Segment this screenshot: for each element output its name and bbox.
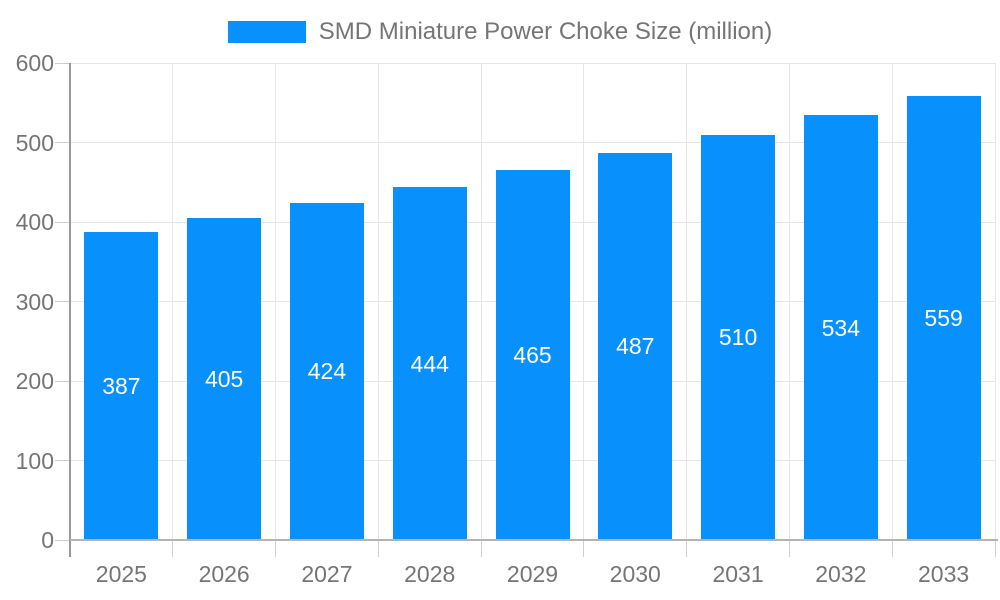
bar-value-label: 487 xyxy=(616,333,655,360)
bar-value-label: 559 xyxy=(924,304,963,331)
x-axis-tick xyxy=(172,540,174,557)
y-axis-line xyxy=(69,63,71,557)
x-axis-label-2030: 2030 xyxy=(609,561,661,587)
bar-2026 xyxy=(187,218,262,540)
bar-2032 xyxy=(803,115,878,540)
bar-value-label: 387 xyxy=(102,373,141,400)
x-axis-label-2033: 2033 xyxy=(918,561,970,587)
legend-swatch xyxy=(227,21,306,43)
bar-value-label: 534 xyxy=(821,314,861,341)
x-axis-label-2031: 2031 xyxy=(712,561,764,587)
x-gridline xyxy=(275,63,277,540)
x-axis-tick xyxy=(275,540,277,557)
x-axis-label-2027: 2027 xyxy=(301,561,353,587)
x-gridline xyxy=(377,63,379,540)
y-axis-label: 400 xyxy=(15,209,54,235)
y-axis-label: 0 xyxy=(41,527,54,553)
x-axis-tick xyxy=(583,540,585,557)
chart-legend[interactable]: SMD Miniature Power Choke Size (million) xyxy=(0,18,1000,46)
y-axis-label: 500 xyxy=(15,129,54,156)
bar-2025 xyxy=(84,232,159,540)
x-axis-tick xyxy=(377,540,379,557)
bar-value-label: 444 xyxy=(410,350,449,377)
y-axis-label: 300 xyxy=(15,288,54,315)
bar-2030 xyxy=(598,152,673,540)
x-axis-tick xyxy=(788,540,790,557)
x-axis-tick xyxy=(994,540,996,557)
bar-2027 xyxy=(289,202,364,540)
y-axis-tick xyxy=(55,539,70,541)
bar-value-label: 510 xyxy=(718,324,758,351)
bar-2033 xyxy=(906,95,981,540)
x-gridline xyxy=(686,63,688,540)
x-gridline xyxy=(172,63,174,540)
x-axis-label-2032: 2032 xyxy=(815,561,867,587)
x-axis-label-2029: 2029 xyxy=(506,561,559,587)
y-axis-tick xyxy=(55,301,70,302)
bar-value-label: 405 xyxy=(204,366,244,392)
x-gridline xyxy=(994,63,996,540)
y-axis-label: 100 xyxy=(15,447,54,474)
bar-2028 xyxy=(392,187,467,540)
x-gridline xyxy=(583,63,585,540)
y-gridline xyxy=(70,62,995,64)
bar-value-label: 465 xyxy=(513,342,552,369)
y-axis-tick xyxy=(55,380,70,382)
x-axis-tick xyxy=(891,540,893,557)
y-axis-tick xyxy=(55,142,70,143)
x-axis-label-2026: 2026 xyxy=(198,561,250,587)
x-gridline xyxy=(480,63,482,540)
y-axis-tick xyxy=(55,62,70,64)
y-axis-tick xyxy=(55,460,70,461)
bar-2029 xyxy=(495,170,570,540)
x-axis-label-2028: 2028 xyxy=(404,561,456,587)
x-gridline xyxy=(788,63,790,540)
y-axis-tick xyxy=(55,221,70,223)
x-axis-tick xyxy=(480,540,482,557)
bar-2031 xyxy=(701,134,776,540)
x-axis-tick xyxy=(686,540,688,557)
x-axis-label-2025: 2025 xyxy=(95,561,147,587)
bar-value-label: 424 xyxy=(307,358,347,385)
x-gridline xyxy=(891,63,893,540)
y-axis-label: 600 xyxy=(15,50,54,76)
legend-label: SMD Miniature Power Choke Size (million) xyxy=(318,18,773,45)
y-axis-label: 200 xyxy=(15,368,54,394)
